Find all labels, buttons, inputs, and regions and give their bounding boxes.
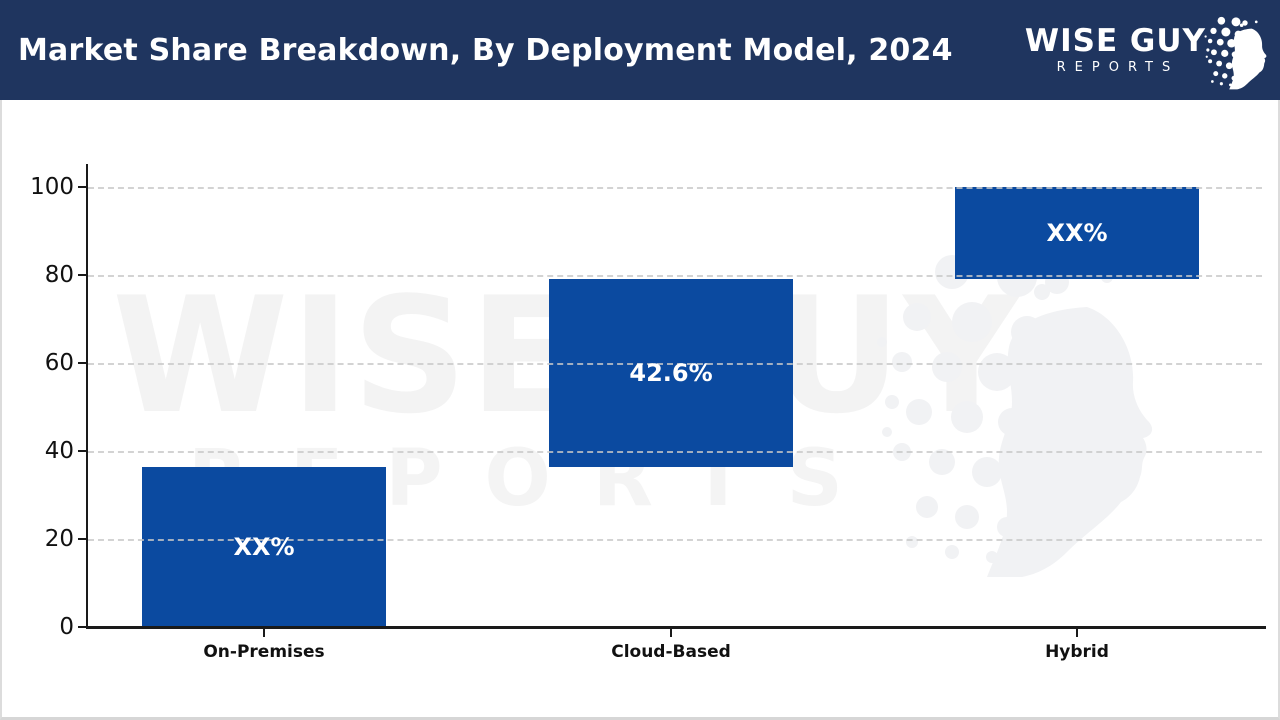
header-bar: Market Share Breakdown, By Deployment Mo…	[0, 0, 1280, 100]
y-tick-label: 40	[44, 438, 74, 464]
y-tick-label: 80	[44, 262, 74, 288]
logo-wordmark: WISE GUY	[1024, 23, 1206, 59]
y-tick-mark	[78, 450, 86, 452]
x-tick-label: Hybrid	[1045, 642, 1109, 662]
x-tick-mark	[263, 629, 265, 637]
bar-segment	[549, 279, 793, 467]
bar-value-label: XX%	[233, 532, 295, 561]
wiseguy-logo: WISE GUY REPORTS	[1025, 7, 1272, 93]
x-tick-mark	[670, 629, 672, 637]
bar-value-label: 42.6%	[629, 359, 713, 388]
y-tick-mark	[78, 274, 86, 276]
x-tick-label: Cloud-Based	[611, 642, 731, 662]
y-tick-label: 60	[44, 350, 74, 376]
gridline	[88, 187, 1262, 189]
x-tick-mark	[1076, 629, 1078, 637]
y-axis-spine	[86, 164, 88, 629]
y-tick-label: 0	[59, 614, 74, 640]
bar-segment	[955, 187, 1199, 280]
y-tick-label: 100	[30, 174, 74, 200]
logo-text: WISE GUY REPORTS	[1024, 23, 1206, 75]
x-tick-label: On-Premises	[203, 642, 325, 662]
y-tick-label: 20	[44, 526, 74, 552]
page-title: Market Share Breakdown, By Deployment Mo…	[18, 32, 953, 68]
x-axis-spine	[86, 626, 1266, 629]
y-tick-mark	[78, 186, 86, 188]
gridline	[88, 539, 1262, 541]
gridline	[88, 363, 1262, 365]
chart-plot-area: 0 20 40 60 80 100 XX% On-Premises 42.6% Cloud-Bas…	[30, 164, 1266, 662]
y-tick-mark	[78, 626, 86, 628]
bar-segment	[142, 466, 386, 627]
y-tick-mark	[78, 362, 86, 364]
y-tick-mark	[78, 538, 86, 540]
logo-subtitle: REPORTS	[1056, 60, 1180, 75]
wiseguy-head-icon	[1200, 7, 1272, 93]
bar-value-label: XX%	[1046, 219, 1108, 248]
gridline	[88, 275, 1262, 277]
gridline	[88, 451, 1262, 453]
